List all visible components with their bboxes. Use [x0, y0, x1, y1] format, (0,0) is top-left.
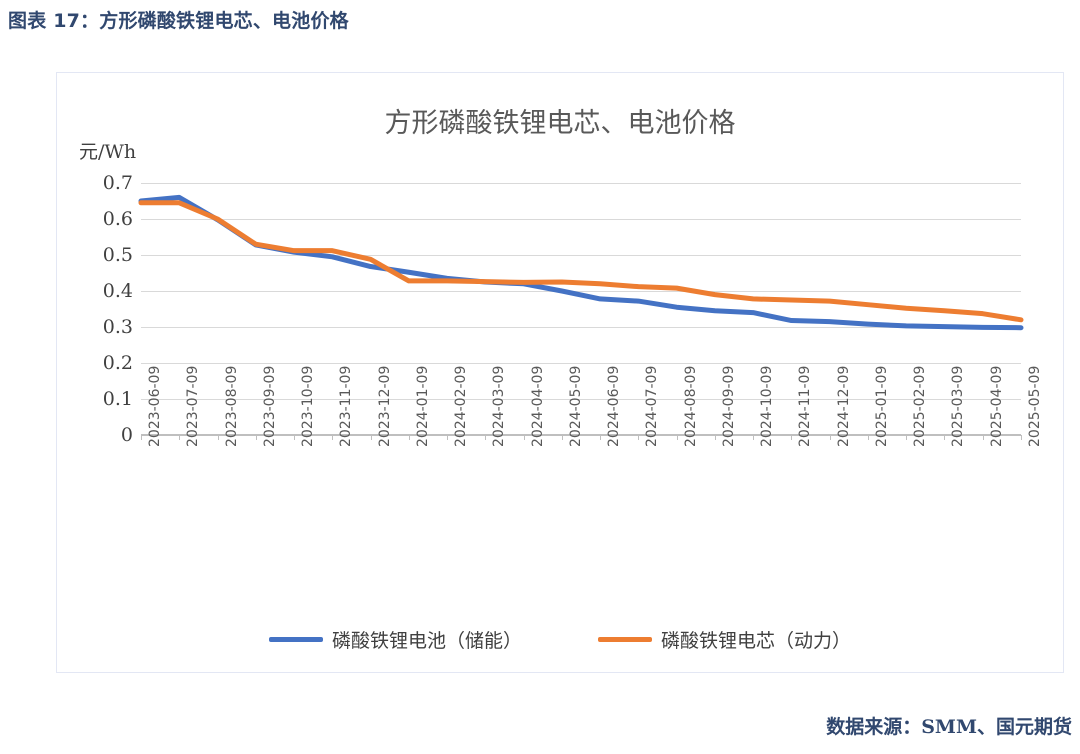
legend-color-swatch [268, 637, 323, 642]
x-axis-tick-mark [638, 435, 640, 440]
figure-caption: 图表 17：方形磷酸铁锂电芯、电池价格 [8, 10, 349, 32]
gridline [141, 327, 1021, 328]
chart-legend: 磷酸铁锂电池（储能） 磷酸铁锂电芯（动力） [57, 626, 1063, 653]
x-axis-tick-mark [141, 435, 142, 440]
gridline [141, 219, 1021, 220]
legend-label: 磷酸铁锂电芯（动力） [661, 630, 852, 652]
y-axis-tick-label: 0.7 [102, 172, 133, 194]
chart-card: 方形磷酸铁锂电芯、电池价格 元/Wh 0.7 0.6 0.5 0.4 0.3 0.2 0.1… [56, 72, 1064, 673]
x-axis-tick-mark [753, 435, 755, 440]
x-axis-tick-mark [485, 435, 487, 440]
y-axis-tick-label: 0.2 [102, 352, 133, 374]
y-axis-unit-label: 元/Wh [79, 141, 137, 163]
x-axis-tick-mark [255, 435, 257, 440]
x-axis-tick-mark [944, 435, 946, 440]
x-axis-tick-mark [523, 435, 525, 440]
legend-item[interactable]: 磷酸铁锂电芯（动力） [598, 626, 851, 653]
x-axis-tick-mark [370, 435, 372, 440]
gridline [141, 399, 1021, 400]
x-axis-tick-mark [332, 435, 334, 440]
x-axis-tick-label: 2025-05-09 [1027, 365, 1043, 447]
x-axis-tick-mark [982, 435, 984, 440]
y-axis-tick-label: 0.4 [102, 280, 133, 302]
x-axis-tick-mark [829, 435, 831, 440]
legend-item[interactable]: 磷酸铁锂电池（储能） [268, 626, 522, 653]
gridline [141, 183, 1021, 184]
x-axis-tick-mark [217, 435, 219, 440]
series-line-2 [138, 200, 1024, 323]
series-lines [138, 194, 1024, 331]
x-axis-tick-mark [561, 435, 563, 440]
x-axis-tick-mark [791, 435, 793, 440]
x-axis-line [141, 434, 1021, 435]
legend-color-swatch [598, 637, 652, 642]
x-axis-tick-mark [1021, 435, 1022, 440]
x-axis-tick-mark [447, 435, 449, 440]
source-note: 数据来源：SMM、国元期货 [826, 716, 1072, 738]
x-axis-tick-mark [408, 435, 410, 440]
y-axis-tick-label: 0 [120, 424, 133, 446]
y-axis-tick-label: 0.1 [102, 388, 133, 410]
gridline [141, 255, 1021, 256]
x-axis-tick-mark [179, 435, 181, 440]
gridline [141, 363, 1021, 364]
plot-area: 0.7 0.6 0.5 0.4 0.3 0.2 0.1 0 2023-06-09 2023-07… [103, 172, 1043, 447]
y-axis-tick-label: 0.5 [102, 244, 133, 266]
x-axis-tick-mark [676, 435, 678, 440]
x-axis-tick-mark [600, 435, 602, 440]
x-axis-tick-mark [906, 435, 908, 440]
x-axis-tick-mark [294, 435, 296, 440]
x-axis-tick-mark [714, 435, 716, 440]
legend-label: 磷酸铁锂电池（储能） [331, 630, 522, 652]
gridline [141, 291, 1021, 292]
gridline [141, 435, 1021, 436]
x-axis-tick-mark [867, 435, 869, 440]
y-axis-tick-label: 0.3 [102, 316, 133, 338]
chart-title: 方形磷酸铁锂电芯、电池价格 [384, 108, 736, 139]
y-axis-tick-label: 0.6 [102, 208, 133, 230]
